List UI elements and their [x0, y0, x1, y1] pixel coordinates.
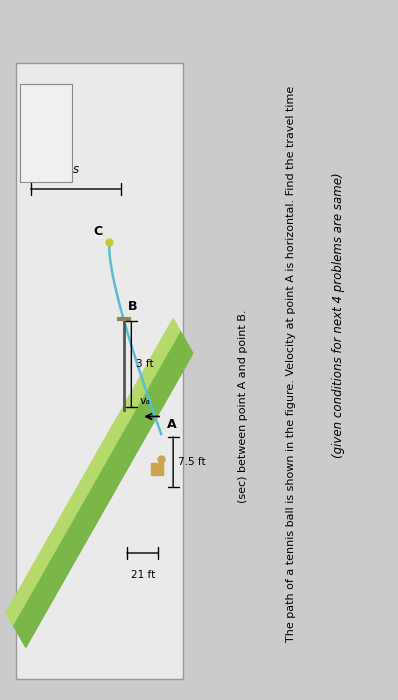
- Text: C: C: [94, 225, 103, 238]
- FancyBboxPatch shape: [16, 63, 183, 679]
- Text: vₐ: vₐ: [140, 396, 151, 406]
- Text: 7.5 ft: 7.5 ft: [178, 457, 205, 467]
- Text: (sec) between point A and point B.: (sec) between point A and point B.: [238, 309, 248, 503]
- Text: A: A: [167, 417, 177, 430]
- Text: (given conditions for next 4 problems are same): (given conditions for next 4 problems ar…: [332, 172, 345, 458]
- Text: B: B: [128, 300, 138, 313]
- Text: s: s: [73, 163, 79, 176]
- Text: The path of a tennis ball is shown in the figure. Velocity at point A is horizon: The path of a tennis ball is shown in th…: [285, 86, 296, 642]
- Text: 21 ft: 21 ft: [131, 570, 155, 580]
- Polygon shape: [6, 318, 180, 625]
- Text: 3 ft: 3 ft: [136, 359, 154, 369]
- Polygon shape: [13, 331, 193, 648]
- FancyBboxPatch shape: [20, 84, 72, 182]
